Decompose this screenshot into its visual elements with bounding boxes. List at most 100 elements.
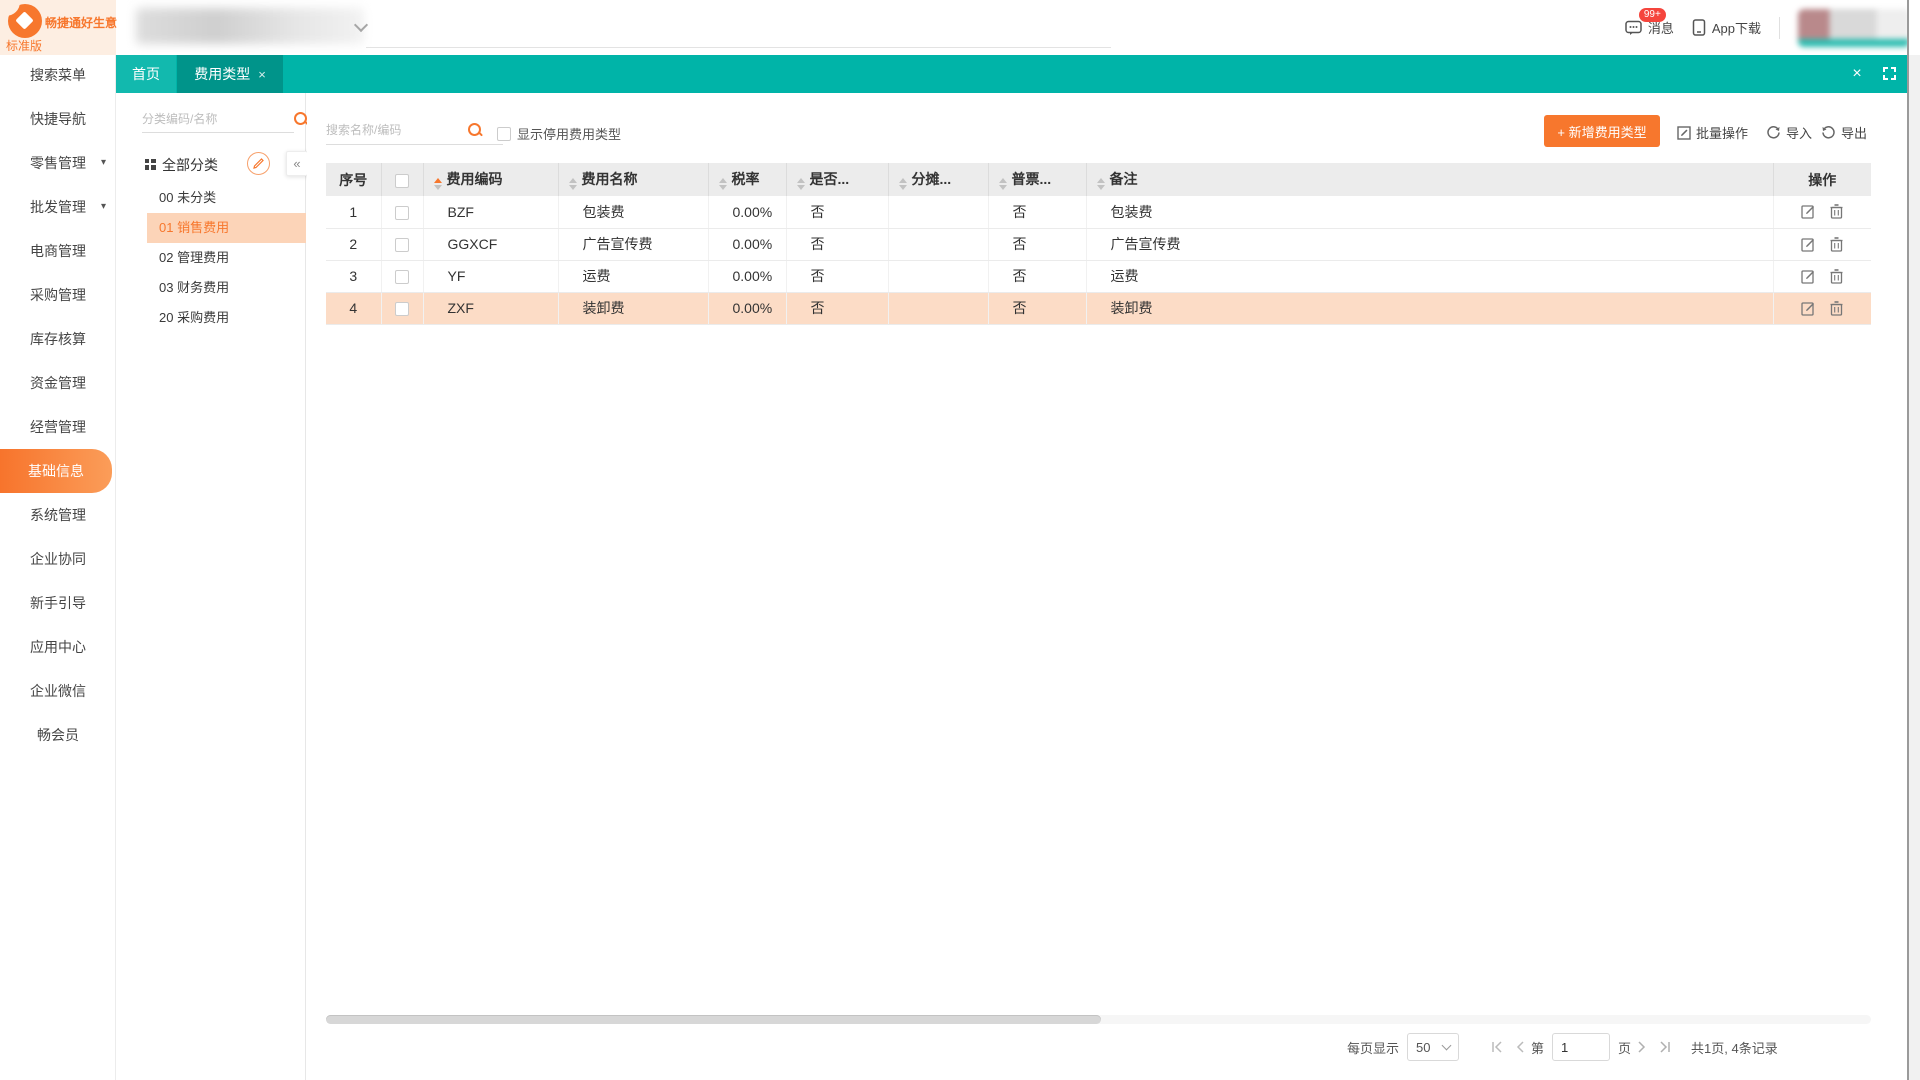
col-is-flag[interactable]: 是否... xyxy=(786,163,889,196)
sidebar-item-retail[interactable]: 零售管理 ▾ xyxy=(0,141,116,185)
window-scrollbar-edge[interactable] xyxy=(1907,0,1909,1080)
table-row[interactable]: 2 GGXCF 广告宣传费 0.00% 否 否 广告宣传费 xyxy=(326,228,1871,261)
edit-icon[interactable] xyxy=(1801,204,1816,219)
import-button[interactable]: 导入 xyxy=(1766,123,1812,142)
category-item-20[interactable]: 20 采购费用 xyxy=(159,310,230,325)
col-code[interactable]: 费用编码 xyxy=(423,163,559,196)
delete-icon[interactable] xyxy=(1830,204,1843,219)
close-all-icon[interactable]: × xyxy=(1852,65,1862,82)
per-page-select[interactable]: 50 xyxy=(1407,1033,1460,1061)
table-row[interactable]: 1 BZF 包装费 0.00% 否 否 包装费 xyxy=(326,196,1871,229)
edit-icon[interactable] xyxy=(1801,269,1816,284)
per-page-label: 每页显示 xyxy=(1347,1040,1400,1056)
search-icon[interactable] xyxy=(294,112,309,127)
messages-badge: 99+ xyxy=(1638,8,1666,22)
sidebar-item-inventory[interactable]: 库存核算 xyxy=(30,331,86,347)
col-remark[interactable]: 备注 xyxy=(1086,163,1774,196)
col-name[interactable]: 费用名称 xyxy=(558,163,709,196)
sort-icon[interactable] xyxy=(718,178,727,190)
sidebar-item-wecom[interactable]: 企业微信 xyxy=(30,683,86,699)
sidebar-item-member[interactable]: 畅会员 xyxy=(37,727,79,743)
page-prefix: 第 xyxy=(1531,1040,1545,1056)
col-apportion[interactable]: 分摊... xyxy=(888,163,989,196)
main-panel: 搜索名称/编码 显示停用费用类型 + 新增费用类型 批量操作 导入 导出 xyxy=(307,93,1907,1080)
category-root-row[interactable]: 全部分类 « xyxy=(116,151,308,179)
sort-asc-icon[interactable] xyxy=(433,178,442,190)
sort-icon[interactable] xyxy=(796,178,805,190)
category-item-01[interactable]: 01 销售费用 xyxy=(147,213,306,243)
sidebar-item-collaboration[interactable]: 企业协同 xyxy=(30,551,86,567)
fullscreen-icon[interactable] xyxy=(1879,55,1899,93)
sidebar-item-funds[interactable]: 资金管理 xyxy=(30,375,86,391)
brand-name: 畅捷通好生意 xyxy=(45,16,118,30)
tab-home[interactable]: 首页 xyxy=(116,55,176,93)
list-search-input[interactable]: 搜索名称/编码 xyxy=(326,117,503,145)
sidebar-item-basic-info[interactable]: 基础信息 xyxy=(0,449,112,493)
prev-page-button[interactable] xyxy=(1516,1041,1525,1053)
category-item-03[interactable]: 03 财务费用 xyxy=(159,280,230,295)
add-expense-type-button[interactable]: + 新增费用类型 xyxy=(1544,115,1660,147)
row-checkbox[interactable] xyxy=(395,270,409,285)
company-selector-redacted[interactable] xyxy=(136,8,364,44)
avatar[interactable] xyxy=(1798,8,1910,47)
category-item-00[interactable]: 00 未分类 xyxy=(159,190,217,205)
page-number-input[interactable] xyxy=(1552,1033,1611,1061)
sort-icon[interactable] xyxy=(568,178,577,190)
show-disabled-checkbox[interactable] xyxy=(497,126,511,141)
sidebar-item-system[interactable]: 系统管理 xyxy=(30,507,86,523)
sidebar-item-purchase[interactable]: 采购管理 xyxy=(30,287,86,303)
select-all-checkbox[interactable] xyxy=(395,173,409,188)
topbar-right-group: 消息 99+ App下载 xyxy=(1625,0,1910,55)
scrollbar-thumb[interactable] xyxy=(326,1015,1101,1024)
top-header: 消息 99+ App下载 xyxy=(116,0,1920,55)
grid-icon xyxy=(145,159,156,170)
category-item-02[interactable]: 02 管理费用 xyxy=(159,250,230,265)
table-header-row: 序号 费用编码 费用名称 税率 是否... 分摊... 普票... 备注 操作 xyxy=(326,163,1871,196)
tab-expense-type[interactable]: 费用类型 × xyxy=(177,55,283,93)
col-plain-invoice[interactable]: 普票... xyxy=(988,163,1087,196)
search-icon[interactable] xyxy=(468,123,483,138)
sidebar-item-wholesale[interactable]: 批发管理 ▾ xyxy=(0,185,116,229)
delete-icon[interactable] xyxy=(1830,236,1843,252)
app-download-button[interactable]: App下载 xyxy=(1692,18,1761,37)
batch-operation-button[interactable]: 批量操作 xyxy=(1677,123,1748,142)
messages-button[interactable]: 消息 99+ xyxy=(1625,8,1674,37)
sort-icon[interactable] xyxy=(1096,178,1105,190)
sort-icon[interactable] xyxy=(898,178,907,190)
sidebar-item-operations[interactable]: 经营管理 xyxy=(30,419,86,435)
list-search-placeholder: 搜索名称/编码 xyxy=(326,123,402,137)
edit-category-icon[interactable] xyxy=(247,152,270,175)
category-root-label: 全部分类 xyxy=(162,157,218,173)
row-checkbox[interactable] xyxy=(395,205,409,220)
horizontal-scrollbar[interactable] xyxy=(326,1015,1871,1024)
table-row[interactable]: 3 YF 运费 0.00% 否 否 运费 xyxy=(326,260,1871,293)
col-select xyxy=(381,163,424,196)
plus-icon: + xyxy=(1557,124,1565,140)
first-page-button[interactable] xyxy=(1491,1041,1504,1053)
last-page-button[interactable] xyxy=(1658,1041,1671,1053)
col-tax-rate[interactable]: 税率 xyxy=(708,163,787,196)
record-summary: 共1页, 4条记录 xyxy=(1691,1040,1778,1056)
sidebar-item-guide[interactable]: 新手引导 xyxy=(30,595,86,611)
sidebar-item-ecommerce[interactable]: 电商管理 xyxy=(30,243,86,259)
caret-down-icon: ▾ xyxy=(100,201,106,212)
delete-icon[interactable] xyxy=(1830,268,1843,284)
brand-block: 畅捷通好生意 标准版 xyxy=(0,0,118,55)
row-checkbox[interactable] xyxy=(395,238,409,253)
edit-icon[interactable] xyxy=(1801,237,1816,252)
header-search-underline xyxy=(366,47,1111,48)
sort-icon[interactable] xyxy=(998,178,1007,190)
sidebar-item-search-menu[interactable]: 搜索菜单 xyxy=(30,67,86,83)
collapse-panel-icon[interactable]: « xyxy=(286,151,308,176)
category-search-input[interactable]: 分类编码/名称 xyxy=(142,107,307,133)
delete-icon[interactable] xyxy=(1830,300,1843,316)
next-page-button[interactable] xyxy=(1637,1041,1646,1053)
row-checkbox[interactable] xyxy=(395,302,409,317)
caret-down-icon: ▾ xyxy=(100,157,106,168)
export-button[interactable]: 导出 xyxy=(1821,123,1867,142)
table-row-highlighted[interactable]: 4 ZXF 装卸费 0.00% 否 否 装卸费 xyxy=(326,292,1871,325)
edit-icon[interactable] xyxy=(1801,301,1816,316)
sidebar-item-app-center[interactable]: 应用中心 xyxy=(30,639,86,655)
tab-close-icon[interactable]: × xyxy=(258,67,266,82)
sidebar-item-quick-nav[interactable]: 快捷导航 xyxy=(30,111,86,127)
